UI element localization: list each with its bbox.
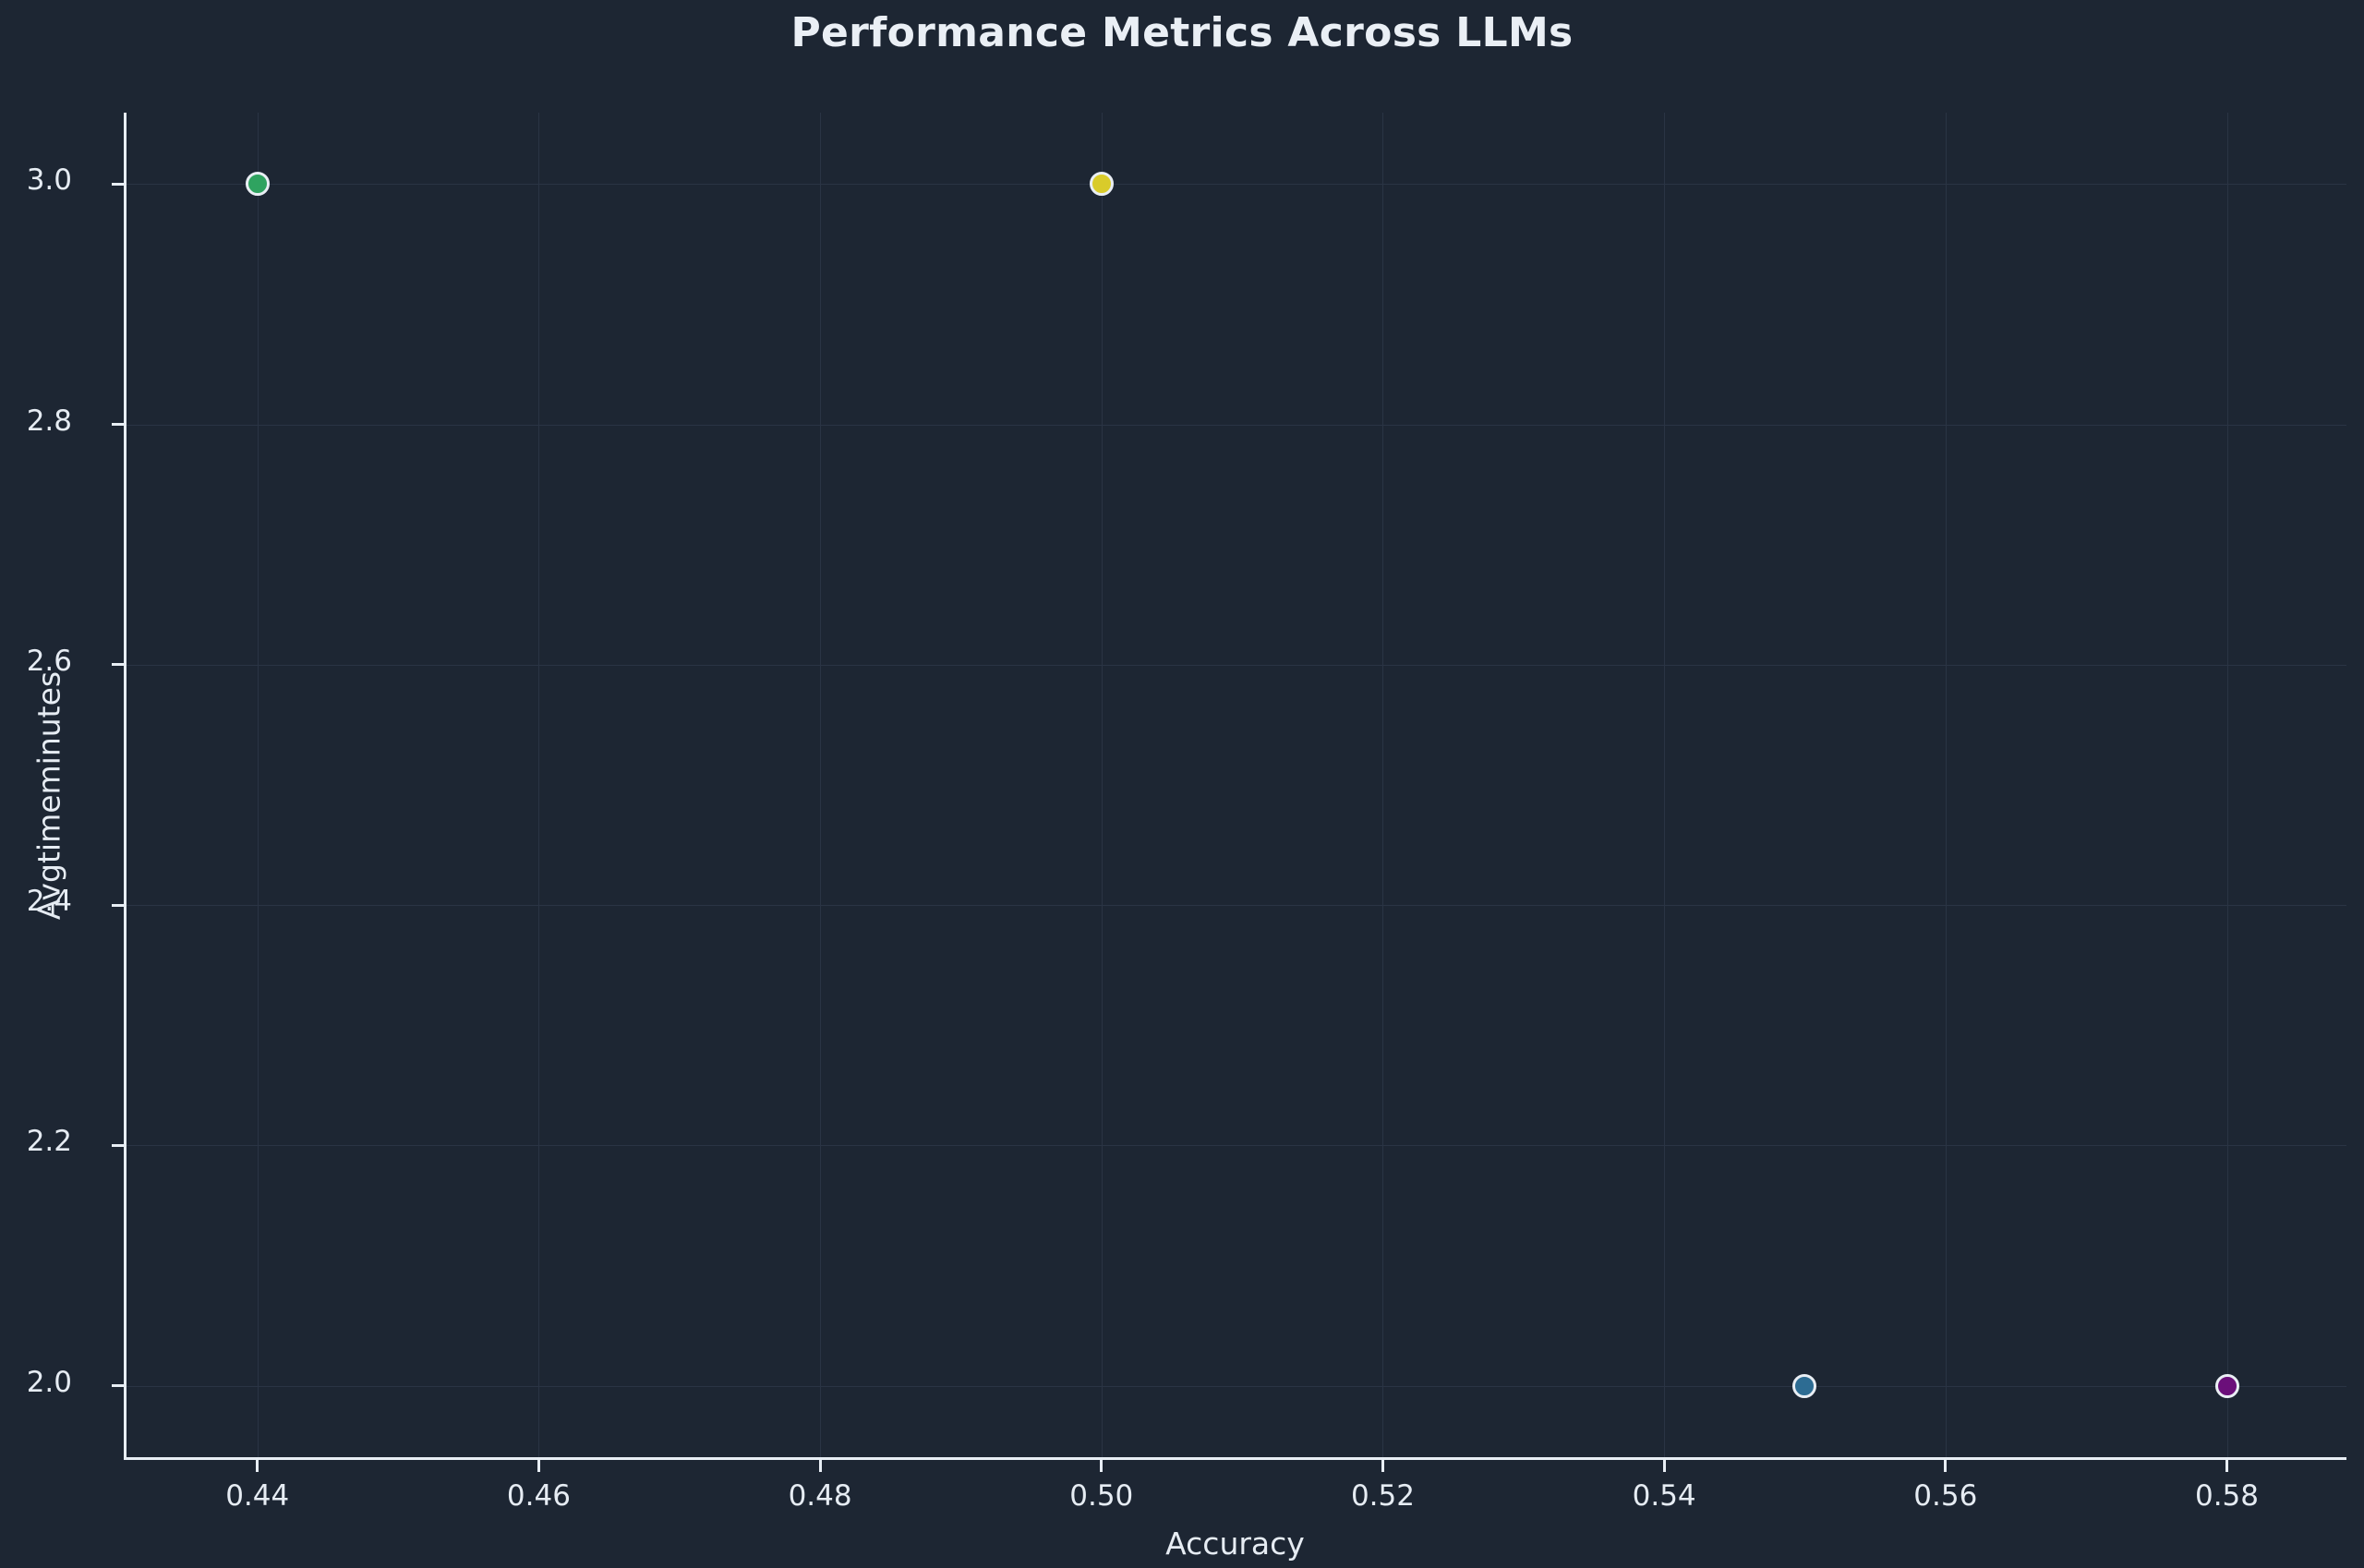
point-green[interactable]: [245, 172, 270, 197]
y-tick-label-2: 2.4: [26, 885, 72, 919]
y-tick-mark-1: [112, 1143, 124, 1147]
x-tick-mark-6: [1944, 1460, 1948, 1472]
x-tick-label-5: 0.54: [1632, 1479, 1696, 1513]
gridline-horizontal-4: [124, 424, 2346, 426]
y-tick-mark-3: [112, 663, 124, 667]
x-axis-label: Accuracy: [1165, 1526, 1305, 1562]
y-tick-mark-5: [112, 182, 124, 186]
point-yellow[interactable]: [1089, 172, 1114, 197]
x-tick-label-3: 0.50: [1069, 1479, 1134, 1513]
x-tick-mark-5: [1662, 1460, 1666, 1472]
point-purple[interactable]: [2214, 1373, 2239, 1398]
x-tick-mark-3: [1100, 1460, 1104, 1472]
x-tick-mark-2: [818, 1460, 822, 1472]
x-tick-label-1: 0.46: [506, 1479, 571, 1513]
x-tick-label-7: 0.58: [2194, 1479, 2260, 1513]
x-axis-spine: [124, 1457, 2346, 1460]
y-tick-label-5: 3.0: [26, 163, 72, 198]
y-tick-label-4: 2.8: [26, 404, 72, 438]
gridline-horizontal-3: [124, 664, 2346, 666]
gridline-vertical-3: [1101, 113, 1103, 1457]
y-tick-label-3: 2.6: [26, 644, 72, 678]
x-tick-label-0: 0.44: [225, 1479, 290, 1513]
gridline-vertical-7: [2226, 113, 2228, 1457]
x-tick-mark-4: [1381, 1460, 1384, 1472]
point-blue[interactable]: [1792, 1373, 1817, 1398]
gridline-vertical-6: [1945, 113, 1947, 1457]
y-axis-spine: [124, 113, 127, 1459]
x-tick-label-2: 0.48: [788, 1479, 852, 1513]
gridline-vertical-0: [257, 113, 259, 1457]
gridline-horizontal-1: [124, 1145, 2346, 1147]
gridline-vertical-5: [1664, 113, 1666, 1457]
x-tick-mark-1: [537, 1460, 540, 1472]
gridline-vertical-4: [1382, 113, 1384, 1457]
gridline-horizontal-5: [124, 184, 2346, 186]
y-axis-label: Avgtimeminutes: [30, 670, 67, 921]
gridline-horizontal-2: [124, 905, 2346, 907]
x-tick-label-4: 0.52: [1350, 1479, 1415, 1513]
gridline-vertical-1: [538, 113, 540, 1457]
x-tick-label-6: 0.56: [1913, 1479, 1978, 1513]
plot-area: [124, 113, 2346, 1457]
y-tick-label-1: 2.2: [26, 1125, 72, 1159]
y-tick-mark-0: [112, 1384, 124, 1388]
chart-title: Performance Metrics Across LLMs: [790, 9, 1574, 56]
y-tick-mark-2: [112, 903, 124, 907]
x-tick-mark-0: [256, 1460, 259, 1472]
gridline-horizontal-0: [124, 1385, 2346, 1387]
y-tick-mark-4: [112, 423, 124, 427]
y-tick-label-0: 2.0: [26, 1365, 72, 1399]
x-tick-mark-7: [2225, 1460, 2228, 1472]
gridline-vertical-2: [820, 113, 822, 1457]
